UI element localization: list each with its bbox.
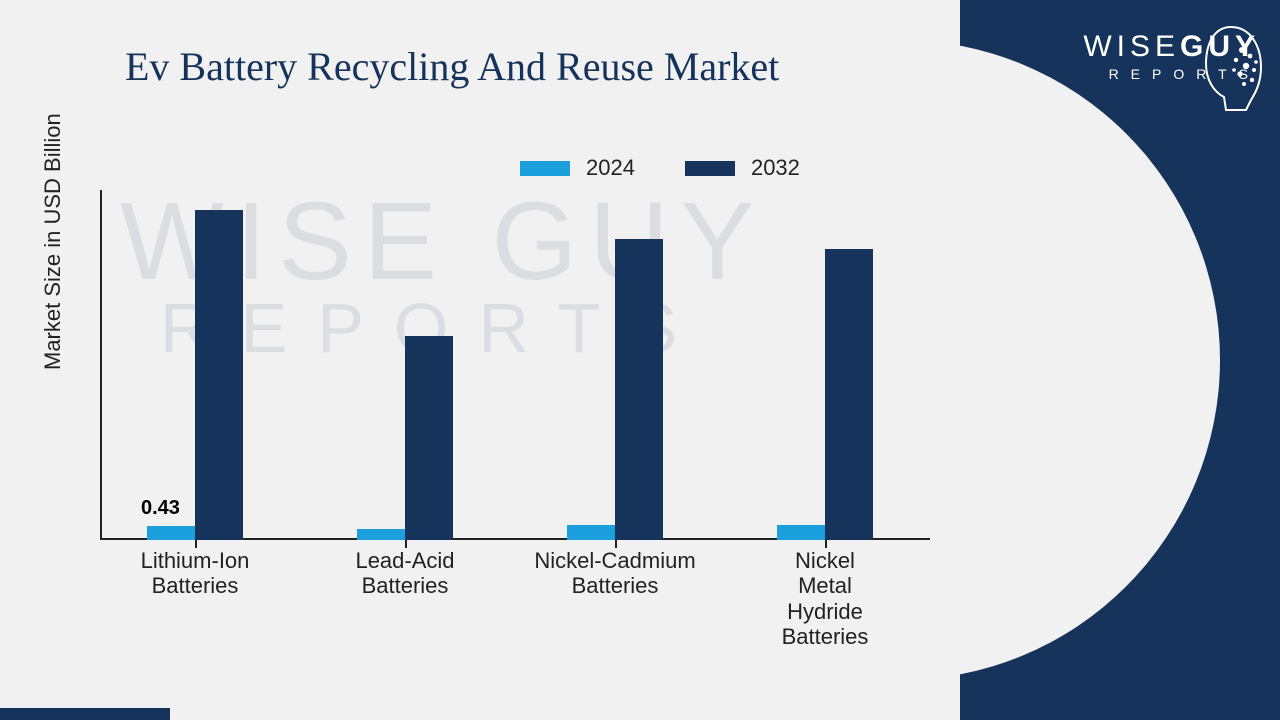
x-tick xyxy=(615,540,617,548)
legend-item-2024: 2024 xyxy=(520,155,635,181)
legend-item-2032: 2032 xyxy=(685,155,800,181)
x-axis-category-label: Lead-AcidBatteries xyxy=(315,548,495,599)
x-axis-category-label: Lithium-IonBatteries xyxy=(105,548,285,599)
legend-swatch-2024 xyxy=(520,161,570,176)
legend-label-2032: 2032 xyxy=(751,155,800,181)
bar-2032 xyxy=(615,239,663,540)
bar-2032 xyxy=(405,336,453,540)
bar-2024 xyxy=(777,525,825,540)
x-axis-labels: Lithium-IonBatteries Lead-AcidBatteries Ni… xyxy=(100,548,930,668)
footer-accent-strip xyxy=(0,708,170,720)
bar-group xyxy=(777,249,873,540)
bar-2032 xyxy=(825,249,873,540)
bar-2032 xyxy=(195,210,243,540)
legend-label-2024: 2024 xyxy=(586,155,635,181)
y-axis-label: Market Size in USD Billion xyxy=(40,113,66,370)
bar-group xyxy=(357,336,453,540)
logo-text-wise: WISE xyxy=(1083,30,1180,63)
bar-group xyxy=(567,239,663,540)
legend: 2024 2032 xyxy=(520,155,800,181)
bar-2024 xyxy=(357,529,405,540)
chart-plot-area: 0.43 xyxy=(100,200,930,540)
x-axis-category-label: NickelMetalHydrideBatteries xyxy=(765,548,885,649)
y-axis-line xyxy=(100,190,102,540)
legend-swatch-2032 xyxy=(685,161,735,176)
brand-logo: WISEGUY REPORTS xyxy=(980,30,1260,82)
bar-value-label: 0.43 xyxy=(141,497,180,520)
x-tick xyxy=(405,540,407,548)
bar-2024 xyxy=(567,525,615,540)
chart-title: Ev Battery Recycling And Reuse Market xyxy=(125,45,779,89)
x-axis-category-label: Nickel-CadmiumBatteries xyxy=(525,548,705,599)
bar-group xyxy=(147,210,243,540)
x-tick xyxy=(825,540,827,548)
logo-head-icon xyxy=(1196,22,1266,112)
bar-2024 xyxy=(147,526,195,540)
x-tick xyxy=(195,540,197,548)
